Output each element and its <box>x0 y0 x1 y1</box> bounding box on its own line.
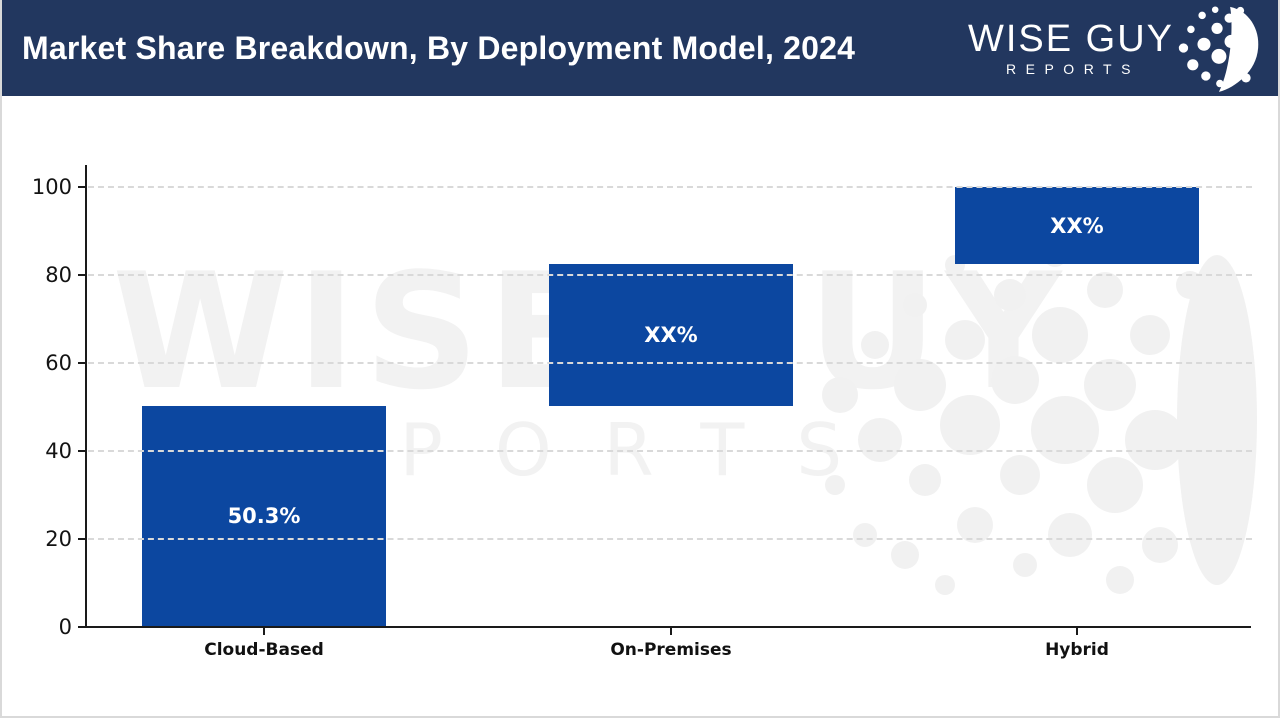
bar-on-premises: XX% <box>549 264 793 406</box>
brand-logo-text: WISE GUY REPORTS <box>968 20 1174 76</box>
header-bar: Market Share Breakdown, By Deployment Mo… <box>0 0 1280 96</box>
y-tick-label: 80 <box>45 263 72 287</box>
x-tick-2 <box>670 628 672 635</box>
y-tick-label: 0 <box>58 615 72 639</box>
gridline-100 <box>88 186 1252 188</box>
brand-logo: WISE GUY REPORTS <box>968 2 1260 94</box>
brand-name: WISE GUY <box>967 18 1174 60</box>
gridline-20 <box>88 538 1252 540</box>
bar-hybrid: XX% <box>955 187 1199 264</box>
y-tick-label: 100 <box>31 175 72 199</box>
y-tick-label: 20 <box>45 527 72 551</box>
chart-title: Market Share Breakdown, By Deployment Mo… <box>22 29 856 66</box>
y-tick-label: 60 <box>45 351 72 375</box>
category-label-3: Hybrid <box>1045 640 1109 660</box>
bar-value-label: XX% <box>1050 213 1104 238</box>
bar-value-label: 50.3% <box>227 504 301 529</box>
y-tick-80 <box>78 274 85 276</box>
y-tick-0 <box>78 626 85 628</box>
gridline-60 <box>88 362 1252 364</box>
x-tick-1 <box>263 628 265 635</box>
category-label-1: Cloud-Based <box>204 640 324 660</box>
y-tick-60 <box>78 362 85 364</box>
x-tick-3 <box>1076 628 1078 635</box>
y-tick-20 <box>78 538 85 540</box>
x-axis-line <box>85 626 1251 628</box>
gridline-80 <box>88 274 1252 276</box>
brand-head-icon <box>1178 6 1259 92</box>
y-tick-100 <box>78 186 85 188</box>
category-label-2: On-Premises <box>610 640 732 660</box>
bar-cloud-based: 50.3% <box>142 405 386 627</box>
brand-tagline: REPORTS <box>1006 61 1140 77</box>
y-tick-label: 40 <box>45 439 72 463</box>
gridline-40 <box>88 450 1252 452</box>
y-axis-line <box>85 165 87 628</box>
y-tick-40 <box>78 450 85 452</box>
bar-value-label: XX% <box>644 322 698 347</box>
